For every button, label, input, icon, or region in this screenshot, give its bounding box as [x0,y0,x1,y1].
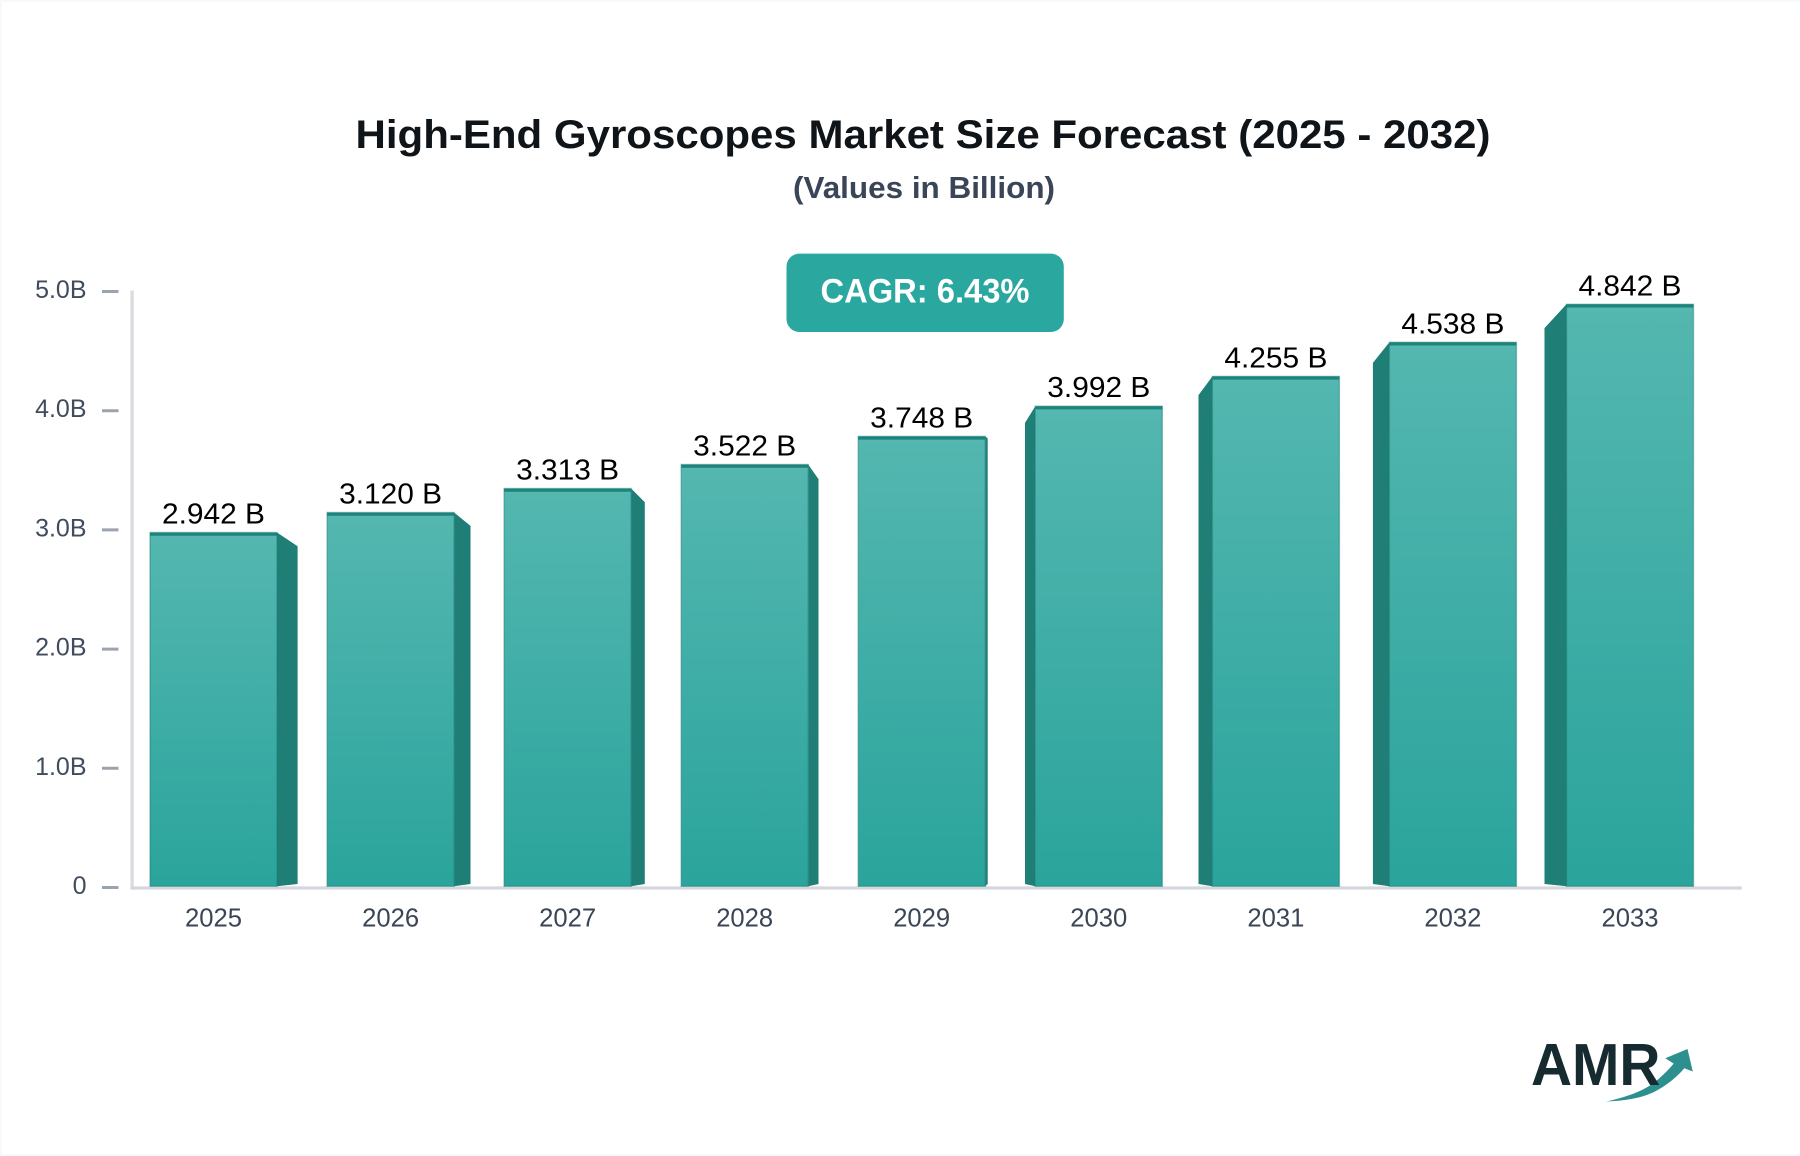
svg-text:2026: 2026 [362,903,419,933]
svg-text:5.0B: 5.0B [35,276,86,304]
svg-text:4.255 B: 4.255 B [1224,342,1327,374]
svg-text:0: 0 [73,872,87,900]
svg-text:3.120 B: 3.120 B [339,479,442,511]
svg-text:3.313 B: 3.313 B [516,455,619,487]
svg-text:2027: 2027 [539,903,596,933]
svg-text:(Values in Billion): (Values in Billion) [793,170,1055,205]
svg-text:4.0B: 4.0B [35,395,86,423]
svg-text:CAGR: 6.43%: CAGR: 6.43% [821,273,1030,311]
svg-text:2032: 2032 [1424,903,1481,933]
svg-text:2025: 2025 [185,903,242,933]
svg-text:3.748 B: 3.748 B [870,402,973,434]
svg-text:3.522 B: 3.522 B [693,431,796,463]
svg-text:2028: 2028 [716,903,773,933]
svg-text:2.0B: 2.0B [35,634,86,662]
svg-text:3.0B: 3.0B [35,514,86,542]
svg-text:2033: 2033 [1602,903,1659,933]
svg-text:2.942 B: 2.942 B [162,499,265,531]
svg-text:2029: 2029 [893,903,950,933]
svg-text:1.0B: 1.0B [35,753,86,781]
svg-text:4.842 B: 4.842 B [1579,270,1682,302]
svg-text:AMR: AMR [1531,1032,1661,1098]
svg-text:4.538 B: 4.538 B [1401,308,1504,340]
svg-text:3.992 B: 3.992 B [1047,372,1150,404]
svg-text:High-End Gyroscopes Market Siz: High-End Gyroscopes Market Size Forecast… [356,113,1491,157]
svg-text:2030: 2030 [1070,903,1127,933]
svg-text:2031: 2031 [1247,903,1304,933]
